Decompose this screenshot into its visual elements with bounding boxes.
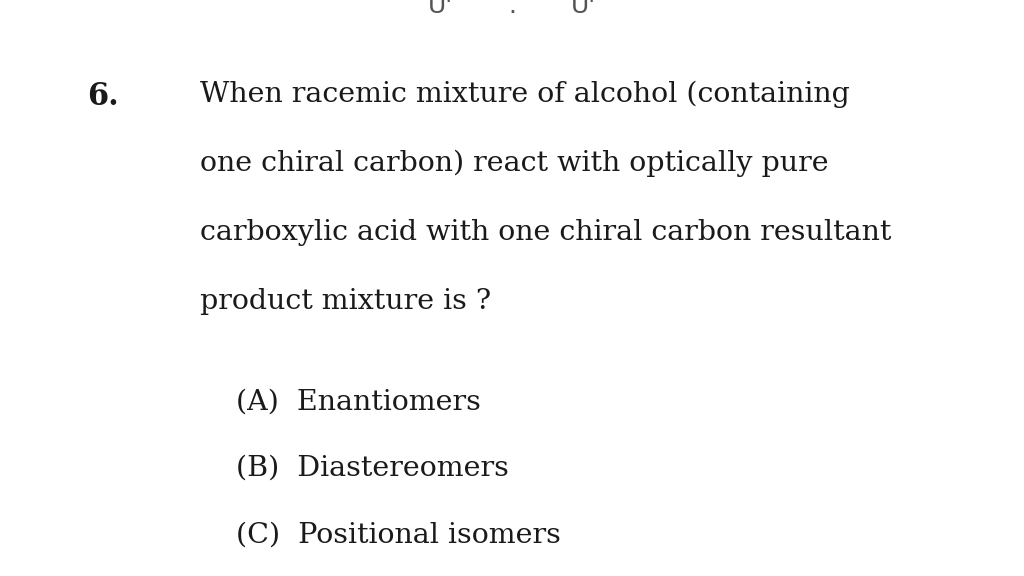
- Text: (C)  Positional isomers: (C) Positional isomers: [236, 521, 560, 548]
- Text: U': U': [571, 0, 596, 18]
- Text: U': U': [428, 0, 453, 18]
- Text: .: .: [508, 0, 516, 18]
- Text: product mixture is ?: product mixture is ?: [200, 288, 490, 315]
- Text: one chiral carbon) react with optically pure: one chiral carbon) react with optically …: [200, 150, 828, 177]
- Text: (A)  Enantiomers: (A) Enantiomers: [236, 389, 480, 416]
- Text: When racemic mixture of alcohol (containing: When racemic mixture of alcohol (contain…: [200, 81, 850, 108]
- Text: (B)  Diastereomers: (B) Diastereomers: [236, 455, 508, 482]
- Text: carboxylic acid with one chiral carbon resultant: carboxylic acid with one chiral carbon r…: [200, 219, 891, 246]
- Text: 6.: 6.: [87, 81, 119, 112]
